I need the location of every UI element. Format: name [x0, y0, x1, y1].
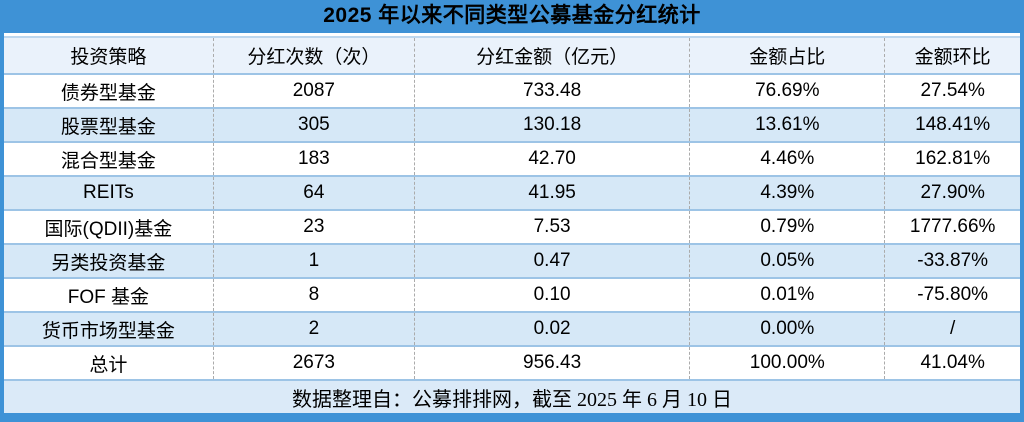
amount-share-cell: 13.61%: [689, 108, 885, 143]
col-header-dividend-count: 分红次数（次）: [212, 36, 415, 75]
col-header-amount-share: 金额占比: [689, 36, 885, 75]
table-row: 股票型基金 305 130.18 13.61% 148.41%: [4, 108, 1020, 143]
strategy-cell: 另类投资基金: [4, 244, 214, 279]
dividend-count-cell: 23: [212, 210, 415, 245]
dividend-amount-cell: 130.18: [413, 108, 690, 143]
table-row: 货币市场型基金 2 0.02 0.00% /: [4, 312, 1020, 347]
dividend-count-cell: 8: [212, 278, 415, 313]
amount-share-cell: 4.46%: [689, 142, 885, 177]
dividend-count-cell: 183: [212, 142, 415, 177]
col-header-strategy: 投资策略: [4, 36, 214, 75]
table-row: 混合型基金 183 42.70 4.46% 162.81%: [4, 142, 1020, 177]
amount-mom-cell: 1777.66%: [884, 210, 1020, 245]
header-row: 投资策略 分红次数（次） 分红金额（亿元） 金额占比 金额环比: [4, 36, 1020, 75]
table-row: FOF 基金 8 0.10 0.01% -75.80%: [4, 278, 1020, 313]
table-header: 投资策略 分红次数（次） 分红金额（亿元） 金额占比 金额环比: [4, 36, 1020, 75]
amount-share-cell: 100.00%: [689, 346, 885, 381]
table-row: 另类投资基金 1 0.47 0.05% -33.87%: [4, 244, 1020, 279]
footer-row: 数据整理自：公募排排网，截至 2025 年 6 月 10 日: [4, 380, 1020, 413]
amount-share-cell: 0.79%: [689, 210, 885, 245]
strategy-cell: 混合型基金: [4, 142, 214, 177]
amount-mom-cell: -75.80%: [884, 278, 1020, 313]
col-header-dividend-amount: 分红金额（亿元）: [413, 36, 690, 75]
amount-mom-cell: 162.81%: [884, 142, 1020, 177]
table-row: 债券型基金 2087 733.48 76.69% 27.54%: [4, 74, 1020, 109]
table-body: 债券型基金 2087 733.48 76.69% 27.54% 股票型基金 305 130.1…: [4, 74, 1020, 381]
strategy-cell: 货币市场型基金: [4, 312, 214, 347]
amount-share-cell: 4.39%: [689, 176, 885, 211]
table-row: 国际(QDII)基金 23 7.53 0.79% 1777.66%: [4, 210, 1020, 245]
amount-share-cell: 0.01%: [689, 278, 885, 313]
source-note: 数据整理自：公募排排网，截至 2025 年 6 月 10 日: [4, 380, 1020, 413]
dividend-amount-cell: 0.02: [413, 312, 690, 347]
table-row: 总计 2673 956.43 100.00% 41.04%: [4, 346, 1020, 381]
strategy-cell: FOF 基金: [4, 278, 214, 313]
amount-mom-cell: /: [884, 312, 1020, 347]
dividend-amount-cell: 42.70: [413, 142, 690, 177]
amount-mom-cell: 148.41%: [884, 108, 1020, 143]
amount-mom-cell: 41.04%: [884, 346, 1020, 381]
dividend-amount-cell: 0.10: [413, 278, 690, 313]
dividend-amount-cell: 41.95: [413, 176, 690, 211]
dividend-amount-cell: 733.48: [413, 74, 690, 109]
col-header-amount-mom: 金额环比: [884, 36, 1020, 75]
dividend-count-cell: 2: [212, 312, 415, 347]
dividend-count-cell: 64: [212, 176, 415, 211]
title-divider: [4, 33, 1020, 36]
dividend-count-cell: 2087: [212, 74, 415, 109]
table-row: REITs 64 41.95 4.39% 27.90%: [4, 176, 1020, 211]
amount-mom-cell: 27.54%: [884, 74, 1020, 109]
amount-share-cell: 0.00%: [689, 312, 885, 347]
strategy-cell: 股票型基金: [4, 108, 214, 143]
dividend-count-cell: 1: [212, 244, 415, 279]
strategy-cell: 国际(QDII)基金: [4, 210, 214, 245]
strategy-cell: REITs: [4, 176, 214, 211]
strategy-cell: 总计: [4, 346, 214, 381]
dividend-amount-cell: 7.53: [413, 210, 690, 245]
strategy-cell: 债券型基金: [4, 74, 214, 109]
table-footer: 数据整理自：公募排排网，截至 2025 年 6 月 10 日: [4, 380, 1020, 413]
amount-share-cell: 76.69%: [689, 74, 885, 109]
amount-mom-cell: 27.90%: [884, 176, 1020, 211]
amount-share-cell: 0.05%: [689, 244, 885, 279]
dividend-amount-cell: 956.43: [413, 346, 690, 381]
dividend-amount-cell: 0.47: [413, 244, 690, 279]
stats-table: 投资策略 分红次数（次） 分红金额（亿元） 金额占比 金额环比 债券型基金 208…: [4, 36, 1020, 413]
amount-mom-cell: -33.87%: [884, 244, 1020, 279]
dividend-count-cell: 305: [212, 108, 415, 143]
dividend-count-cell: 2673: [212, 346, 415, 381]
table-title: 2025 年以来不同类型公募基金分红统计: [323, 4, 701, 27]
